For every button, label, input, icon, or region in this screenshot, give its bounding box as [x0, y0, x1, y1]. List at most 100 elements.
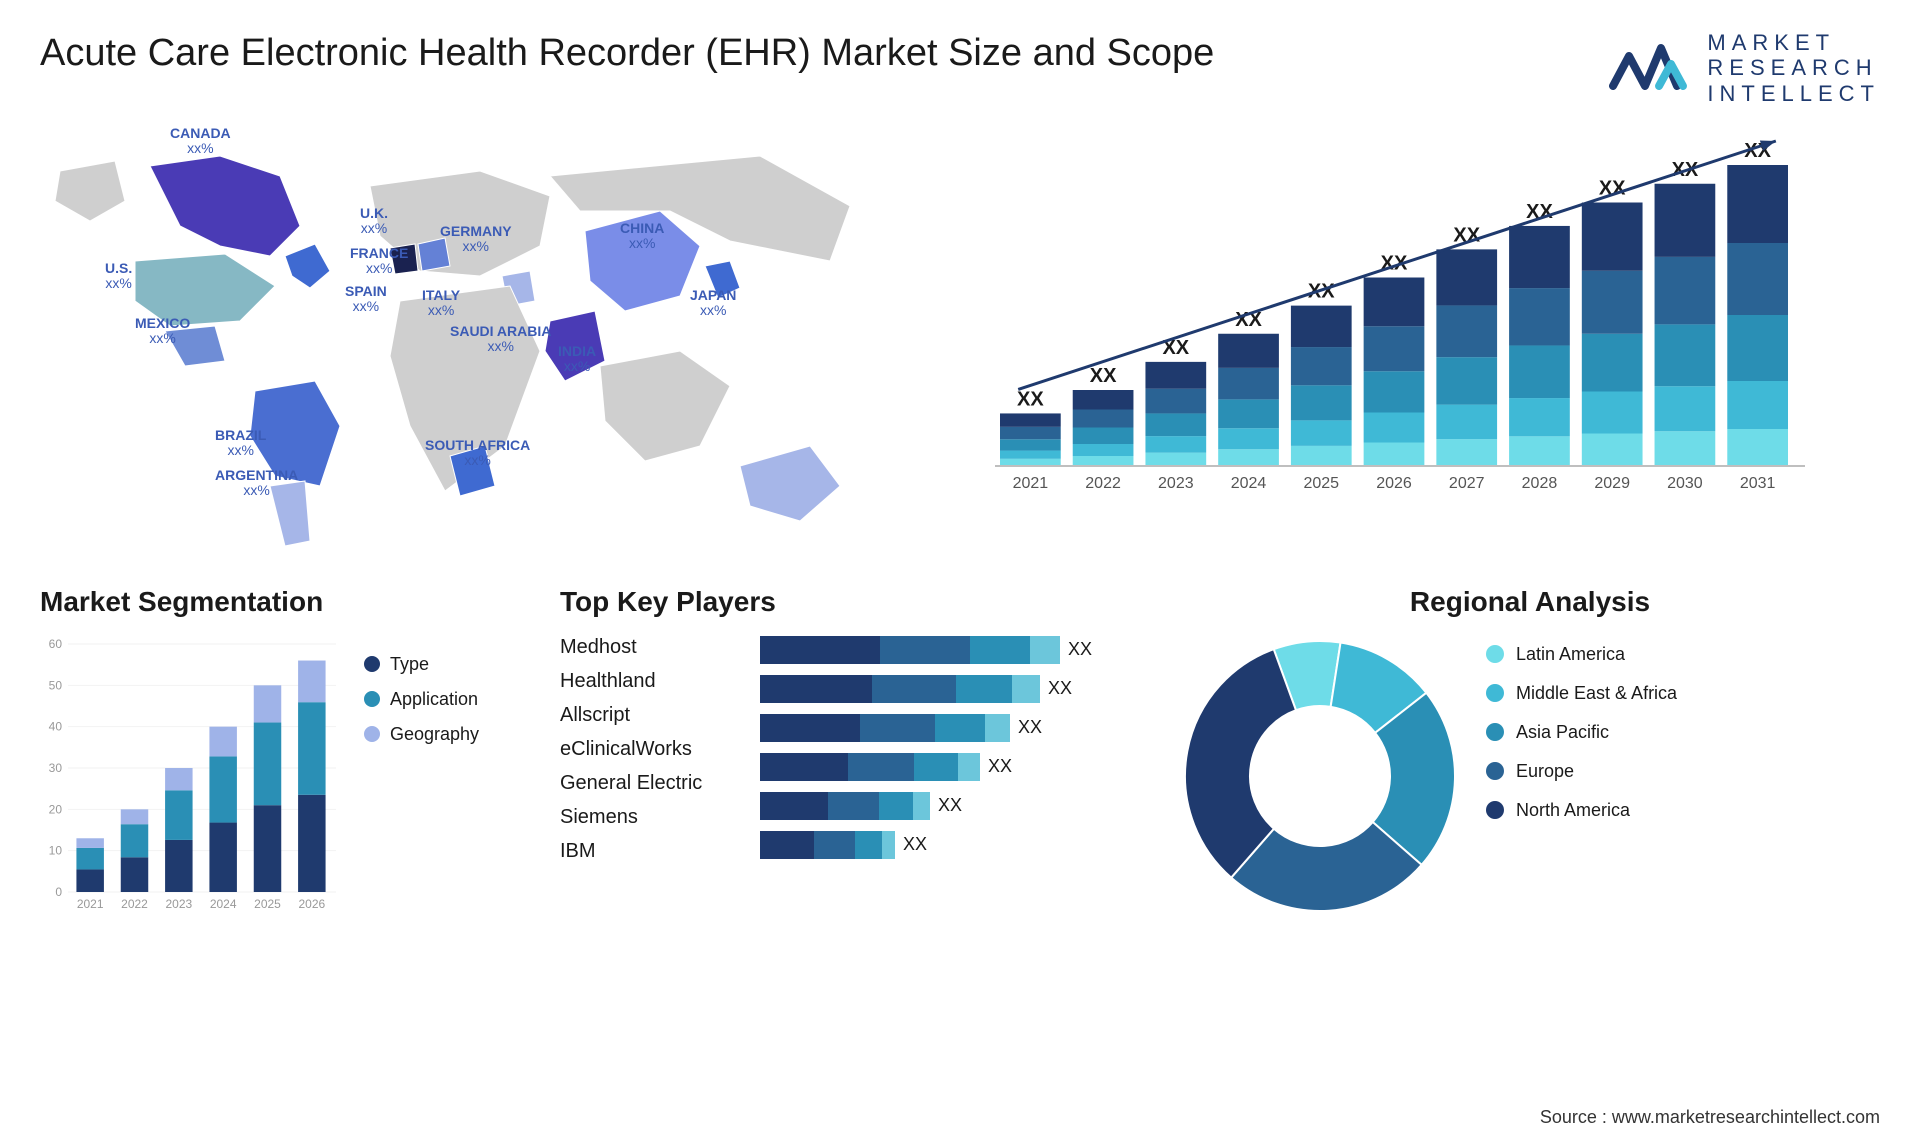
- players-title: Top Key Players: [560, 586, 1140, 618]
- player-name: Allscript: [560, 704, 740, 727]
- player-bar: [760, 636, 1060, 664]
- map-label: BRAZILxx%: [215, 428, 266, 459]
- player-name: General Electric: [560, 772, 740, 795]
- map-label: FRANCExx%: [350, 246, 408, 277]
- legend-dot: [1486, 762, 1504, 780]
- players-bars: XX XX XX XX XX XX: [760, 636, 1140, 863]
- svg-text:2031: 2031: [1740, 475, 1776, 492]
- svg-text:30: 30: [49, 761, 63, 775]
- map-label: U.K.xx%: [360, 206, 388, 237]
- player-bar-row: XX: [760, 753, 1140, 781]
- svg-text:2026: 2026: [1376, 475, 1412, 492]
- player-value: XX: [1068, 639, 1092, 660]
- player-bar-row: XX: [760, 831, 1140, 859]
- svg-text:XX: XX: [1017, 388, 1044, 410]
- logo-icon: [1609, 36, 1693, 100]
- svg-text:2027: 2027: [1449, 475, 1485, 492]
- map-label: U.S.xx%: [105, 261, 132, 292]
- player-value: XX: [903, 834, 927, 855]
- player-value: XX: [1018, 717, 1042, 738]
- main-bar-chart: XX2021XX2022XX2023XX2024XX2025XX2026XX20…: [980, 126, 1840, 556]
- player-name: IBM: [560, 840, 740, 863]
- legend-dot: [364, 726, 380, 742]
- map-label: CANADAxx%: [170, 126, 231, 157]
- player-bar-row: XX: [760, 675, 1140, 703]
- regional-legend-item: North America: [1486, 800, 1677, 821]
- svg-text:60: 60: [49, 637, 63, 651]
- players-panel: Top Key Players Medhost Healthland Allscri…: [560, 586, 1140, 916]
- svg-text:2021: 2021: [77, 897, 104, 911]
- legend-dot: [1486, 645, 1504, 663]
- segmentation-legend-item: Type: [364, 654, 479, 675]
- brand-logo: MARKET RESEARCH INTELLECT: [1609, 30, 1880, 106]
- segmentation-legend-item: Application: [364, 689, 479, 710]
- svg-text:2029: 2029: [1594, 475, 1630, 492]
- svg-text:2024: 2024: [210, 897, 237, 911]
- svg-text:20: 20: [49, 802, 63, 816]
- players-list: Medhost Healthland Allscript eClinicalWorks…: [560, 636, 740, 863]
- player-name: Healthland: [560, 670, 740, 693]
- player-bar-row: XX: [760, 714, 1140, 742]
- map-label: JAPANxx%: [690, 288, 736, 319]
- map-label: SPAINxx%: [345, 284, 387, 315]
- svg-text:40: 40: [49, 720, 63, 734]
- player-name: Medhost: [560, 636, 740, 659]
- regional-legend-item: Asia Pacific: [1486, 722, 1677, 743]
- svg-text:XX: XX: [1090, 365, 1117, 387]
- map-label: CHINAxx%: [620, 221, 664, 252]
- svg-text:2023: 2023: [1158, 475, 1194, 492]
- map-label: SAUDI ARABIAxx%: [450, 324, 551, 355]
- regional-title: Regional Analysis: [1180, 586, 1880, 618]
- main-bar-chart-panel: XX2021XX2022XX2023XX2024XX2025XX2026XX20…: [980, 126, 1880, 556]
- svg-text:2022: 2022: [1085, 475, 1121, 492]
- segmentation-legend-item: Geography: [364, 724, 479, 745]
- player-bar: [760, 753, 980, 781]
- segmentation-panel: Market Segmentation 0 10 20 30 40 50 60 2021 202…: [40, 586, 520, 916]
- player-bar: [760, 714, 1010, 742]
- legend-dot: [364, 691, 380, 707]
- map-label: ITALYxx%: [422, 288, 460, 319]
- regional-legend-item: Middle East & Africa: [1486, 683, 1677, 704]
- player-name: Siemens: [560, 806, 740, 829]
- segmentation-legend: Type Application Geography: [364, 636, 479, 916]
- svg-text:2022: 2022: [121, 897, 148, 911]
- svg-text:2025: 2025: [1303, 475, 1339, 492]
- player-value: XX: [938, 795, 962, 816]
- legend-dot: [364, 656, 380, 672]
- legend-dot: [1486, 684, 1504, 702]
- svg-text:2025: 2025: [254, 897, 281, 911]
- page-title: Acute Care Electronic Health Recorder (E…: [40, 30, 1214, 78]
- regional-panel: Regional Analysis Latin America Middle Ea…: [1180, 586, 1880, 916]
- player-bar-row: XX: [760, 636, 1140, 664]
- segmentation-title: Market Segmentation: [40, 586, 520, 618]
- regional-legend: Latin America Middle East & Africa Asia Pa…: [1486, 636, 1677, 821]
- player-name: eClinicalWorks: [560, 738, 740, 761]
- segmentation-chart: 0102030405060202120222023202420252026: [40, 636, 340, 916]
- player-value: XX: [988, 756, 1012, 777]
- legend-dot: [1486, 723, 1504, 741]
- regional-donut-chart: [1180, 636, 1460, 916]
- svg-text:2023: 2023: [165, 897, 192, 911]
- source-attribution: Source : www.marketresearchintellect.com: [1540, 1107, 1880, 1128]
- svg-text:10: 10: [49, 844, 63, 858]
- map-label: INDIAxx%: [558, 344, 596, 375]
- player-value: XX: [1048, 678, 1072, 699]
- player-bar-row: XX: [760, 792, 1140, 820]
- logo-text: MARKET RESEARCH INTELLECT: [1707, 30, 1880, 106]
- svg-text:2024: 2024: [1231, 475, 1267, 492]
- map-label: GERMANYxx%: [440, 224, 512, 255]
- player-bar: [760, 792, 930, 820]
- map-label: MEXICOxx%: [135, 316, 190, 347]
- svg-text:2028: 2028: [1522, 475, 1558, 492]
- svg-text:2030: 2030: [1667, 475, 1703, 492]
- map-label: ARGENTINAxx%: [215, 468, 298, 499]
- regional-legend-item: Latin America: [1486, 644, 1677, 665]
- map-label: SOUTH AFRICAxx%: [425, 438, 530, 469]
- svg-text:2021: 2021: [1013, 475, 1049, 492]
- svg-text:50: 50: [49, 678, 63, 692]
- legend-dot: [1486, 801, 1504, 819]
- player-bar: [760, 831, 895, 859]
- svg-text:0: 0: [55, 885, 62, 899]
- world-map-panel: CANADAxx% U.S.xx%MEXICOxx% BRAZILxx% ARGENT…: [40, 126, 920, 556]
- regional-legend-item: Europe: [1486, 761, 1677, 782]
